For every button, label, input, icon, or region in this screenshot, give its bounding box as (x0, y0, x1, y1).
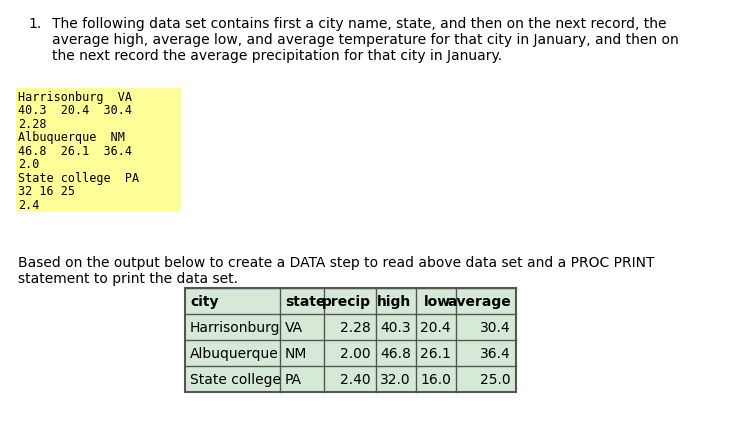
Text: Albuquerque  NM: Albuquerque NM (18, 131, 125, 144)
Text: 32.0: 32.0 (381, 372, 411, 386)
Text: 2.00: 2.00 (341, 346, 371, 360)
Text: Harrisonburg  VA: Harrisonburg VA (18, 90, 132, 103)
Text: 16.0: 16.0 (420, 372, 451, 386)
Text: the next record the average precipitation for that city in January.: the next record the average precipitatio… (52, 49, 502, 63)
Text: State college  PA: State college PA (18, 171, 139, 184)
Bar (185, 288, 516, 392)
Text: 46.8: 46.8 (380, 346, 411, 360)
Text: The following data set contains first a city name, state, and then on the next r: The following data set contains first a … (52, 17, 666, 31)
Bar (16, 88, 181, 212)
Text: 40.3: 40.3 (381, 320, 411, 334)
Text: precip: precip (322, 294, 371, 308)
Text: Harrisonburg: Harrisonburg (190, 320, 280, 334)
Text: 40.3  20.4  30.4: 40.3 20.4 30.4 (18, 104, 132, 117)
Text: statement to print the data set.: statement to print the data set. (18, 272, 238, 286)
Text: 20.4: 20.4 (420, 320, 451, 334)
Text: 2.28: 2.28 (18, 117, 47, 130)
Text: State college: State college (190, 372, 281, 386)
Text: 26.1: 26.1 (420, 346, 451, 360)
Text: low: low (424, 294, 451, 308)
Text: state: state (285, 294, 326, 308)
Text: 32 16 25: 32 16 25 (18, 184, 75, 197)
Text: 46.8  26.1  36.4: 46.8 26.1 36.4 (18, 144, 132, 157)
Text: 1.: 1. (28, 17, 41, 31)
Text: Based on the output below to create a DATA step to read above data set and a PRO: Based on the output below to create a DA… (18, 256, 654, 270)
Text: 2.40: 2.40 (341, 372, 371, 386)
Text: 2.28: 2.28 (340, 320, 371, 334)
Text: average high, average low, and average temperature for that city in January, and: average high, average low, and average t… (52, 33, 679, 47)
Text: 2.0: 2.0 (18, 158, 39, 171)
Text: NM: NM (285, 346, 308, 360)
Bar (185, 288, 516, 392)
Text: average: average (447, 294, 511, 308)
Text: 2.4: 2.4 (18, 198, 39, 211)
Text: VA: VA (285, 320, 303, 334)
Text: 36.4: 36.4 (481, 346, 511, 360)
Text: PA: PA (285, 372, 302, 386)
Text: city: city (190, 294, 219, 308)
Text: 25.0: 25.0 (481, 372, 511, 386)
Text: Albuquerque: Albuquerque (190, 346, 279, 360)
Text: 30.4: 30.4 (481, 320, 511, 334)
Text: high: high (377, 294, 411, 308)
